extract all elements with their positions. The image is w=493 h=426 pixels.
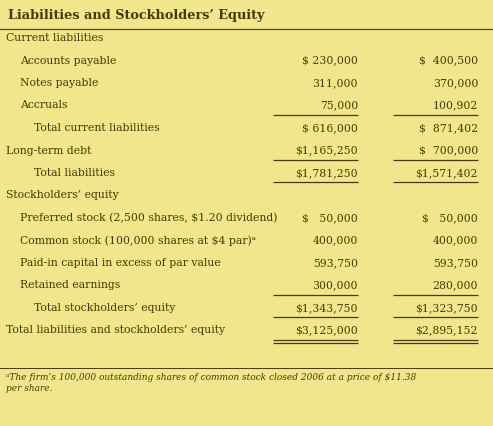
Text: $   50,000: $ 50,000 [422, 213, 478, 222]
Text: $1,571,402: $1,571,402 [416, 167, 478, 178]
Text: 300,000: 300,000 [313, 280, 358, 290]
Text: $  871,402: $ 871,402 [419, 123, 478, 132]
Text: 400,000: 400,000 [433, 235, 478, 245]
Text: Liabilities and Stockholders’ Equity: Liabilities and Stockholders’ Equity [8, 9, 265, 23]
Text: $   50,000: $ 50,000 [302, 213, 358, 222]
Text: 593,750: 593,750 [313, 257, 358, 268]
Text: ᵃThe firm’s 100,000 outstanding shares of common stock closed 2006 at a price of: ᵃThe firm’s 100,000 outstanding shares o… [6, 372, 416, 392]
Text: $1,343,750: $1,343,750 [295, 302, 358, 312]
Text: 370,000: 370,000 [433, 78, 478, 88]
Text: $  400,500: $ 400,500 [419, 55, 478, 65]
Text: Long-term debt: Long-term debt [6, 145, 91, 155]
Text: $1,781,250: $1,781,250 [295, 167, 358, 178]
Text: Total liabilities: Total liabilities [34, 167, 115, 178]
Text: 75,000: 75,000 [320, 100, 358, 110]
Text: $  700,000: $ 700,000 [419, 145, 478, 155]
Text: $ 616,000: $ 616,000 [302, 123, 358, 132]
Text: $1,323,750: $1,323,750 [416, 302, 478, 312]
Text: 100,902: 100,902 [433, 100, 478, 110]
Text: Retained earnings: Retained earnings [20, 280, 120, 290]
Text: $2,895,152: $2,895,152 [416, 325, 478, 335]
Text: Total current liabilities: Total current liabilities [34, 123, 160, 132]
Text: 280,000: 280,000 [432, 280, 478, 290]
Text: 311,000: 311,000 [313, 78, 358, 88]
Text: Notes payable: Notes payable [20, 78, 99, 88]
Text: 400,000: 400,000 [313, 235, 358, 245]
Text: $1,165,250: $1,165,250 [295, 145, 358, 155]
Text: Stockholders’ equity: Stockholders’ equity [6, 190, 119, 200]
Text: Current liabilities: Current liabilities [6, 33, 104, 43]
Text: Total stockholders’ equity: Total stockholders’ equity [34, 302, 176, 312]
Text: $ 230,000: $ 230,000 [302, 55, 358, 65]
Text: Preferred stock (2,500 shares, $1.20 dividend): Preferred stock (2,500 shares, $1.20 div… [20, 212, 278, 223]
Text: Accruals: Accruals [20, 100, 68, 110]
Text: Common stock (100,000 shares at $4 par)ᵃ: Common stock (100,000 shares at $4 par)ᵃ [20, 235, 256, 245]
Text: Paid-in capital in excess of par value: Paid-in capital in excess of par value [20, 257, 221, 268]
Text: Accounts payable: Accounts payable [20, 55, 116, 65]
Text: 593,750: 593,750 [433, 257, 478, 268]
Text: $3,125,000: $3,125,000 [295, 325, 358, 335]
Text: Total liabilities and stockholders’ equity: Total liabilities and stockholders’ equi… [6, 325, 225, 335]
